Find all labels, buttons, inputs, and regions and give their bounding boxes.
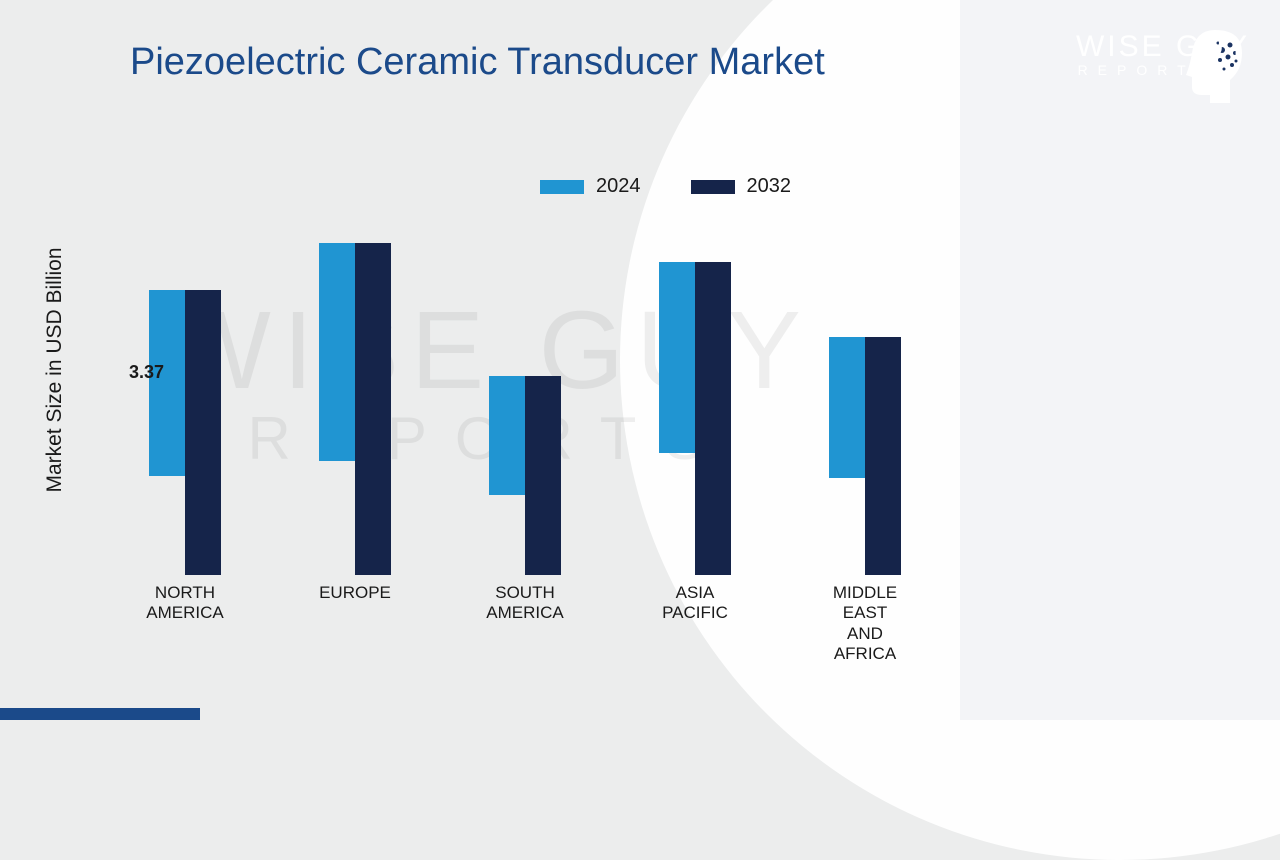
category-label: ASIA PACIFIC: [635, 583, 755, 624]
category-label: EUROPE: [295, 583, 415, 603]
legend-item-2024: 2024: [540, 175, 641, 198]
logo-line1: WISE GUY: [1076, 30, 1250, 64]
legend-swatch-2024: [540, 180, 584, 194]
bar-2032: [525, 376, 561, 575]
bar-2024: [829, 337, 865, 478]
chart-title: Piezoelectric Ceramic Transducer Market: [130, 40, 830, 86]
legend-label-2032: 2032: [747, 175, 792, 198]
bar-2032: [695, 262, 731, 575]
bar-2032: [185, 290, 221, 575]
bar-2024: [489, 376, 525, 495]
legend-swatch-2032: [691, 180, 735, 194]
bar-group: [295, 243, 415, 575]
bar-2024: [319, 243, 355, 462]
legend: 2024 2032: [540, 175, 791, 198]
category-label: NORTH AMERICA: [125, 583, 245, 624]
bar-group: [805, 337, 925, 575]
bar-2024: [659, 262, 695, 453]
category-label: MIDDLE EAST AND AFRICA: [805, 583, 925, 665]
logo: WISE GUY REPORTS: [1076, 30, 1250, 78]
bar-2032: [355, 243, 391, 575]
legend-item-2032: 2032: [691, 175, 792, 198]
bar-2032: [865, 337, 901, 575]
bar-group: [125, 290, 245, 575]
bottom-accent-bar: [0, 708, 200, 720]
legend-label-2024: 2024: [596, 175, 641, 198]
chart-plot-area: [100, 215, 950, 575]
category-label: SOUTH AMERICA: [465, 583, 585, 624]
y-axis-label: Market Size in USD Billion: [43, 247, 67, 492]
bar-value-label: 3.37: [129, 362, 164, 383]
bar-group: [465, 376, 585, 575]
logo-line2: REPORTS: [1076, 62, 1215, 78]
bar-group: [635, 262, 755, 575]
